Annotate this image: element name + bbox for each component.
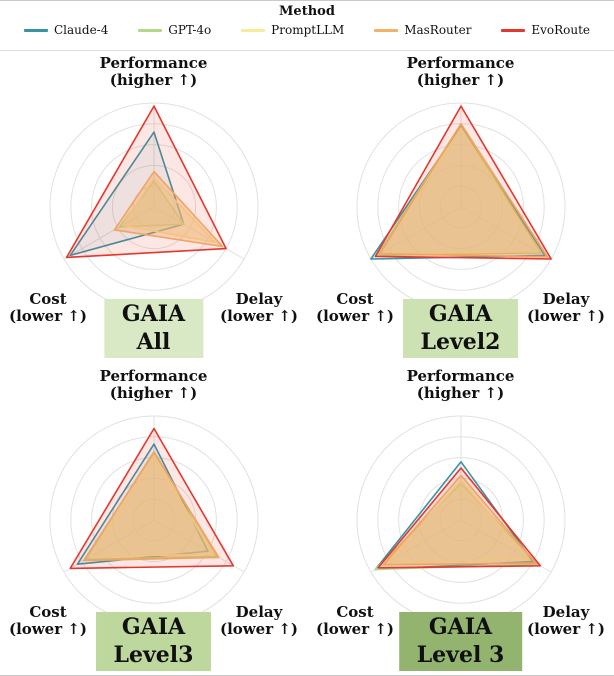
axis-label-delay: Delay (lower ↑) xyxy=(518,290,614,326)
axis-label-cost: Cost (lower ↑) xyxy=(307,290,403,326)
chart-title-line1: GAIA xyxy=(121,300,186,327)
axis-label-performance-line2: (higher ↑) xyxy=(109,71,198,90)
radar-chart-gaia-level3 xyxy=(49,415,258,625)
axis-label-performance-line2: (higher ↑) xyxy=(416,384,505,403)
radar-panel-gaia-level-3: Performance (higher ↑) Cost (lower ↑) De… xyxy=(307,364,614,675)
chart-title-box-gaia-all: GAIA All xyxy=(103,298,204,358)
axis-label-delay-line2: (lower ↑) xyxy=(526,307,606,326)
legend-item-claude-4: Claude-4 xyxy=(24,23,108,37)
axis-label-cost-line1: Cost xyxy=(336,290,374,308)
legend-swatch-claude-4 xyxy=(24,28,48,32)
axis-label-cost-line2: (lower ↑) xyxy=(315,307,395,326)
axis-label-performance-line1: Performance xyxy=(406,54,515,72)
axis-label-delay-line2: (lower ↑) xyxy=(219,620,299,639)
legend-item-masrouter: MasRouter xyxy=(374,23,471,37)
axis-label-delay-line1: Delay xyxy=(235,290,283,308)
chart-title-line1: GAIA xyxy=(121,613,186,640)
axis-label-delay: Delay (lower ↑) xyxy=(211,603,307,639)
legend-item-gpt-4o: GPT-4o xyxy=(138,23,211,37)
axis-label-cost-line1: Cost xyxy=(29,290,67,308)
axis-label-cost: Cost (lower ↑) xyxy=(0,290,96,326)
legend: Method Claude-4 GPT-4o PromptLLM MasRout… xyxy=(0,1,614,51)
legend-label-evoroute: EvoRoute xyxy=(531,23,590,37)
axis-label-cost-line1: Cost xyxy=(29,603,67,621)
chart-title-box-gaia-level2: GAIA Level2 xyxy=(402,298,519,358)
radar-chart-gaia-level-3 xyxy=(356,415,565,625)
axis-label-performance-line2: (higher ↑) xyxy=(416,71,505,90)
axis-label-cost: Cost (lower ↑) xyxy=(307,603,403,639)
axis-label-performance: Performance (higher ↑) xyxy=(307,54,614,90)
axis-label-cost-line2: (lower ↑) xyxy=(315,620,395,639)
chart-title-box-gaia-level3: GAIA Level3 xyxy=(95,611,212,671)
radar-panel-gaia-level3: Performance (higher ↑) Cost (lower ↑) De… xyxy=(0,364,307,675)
chart-title-line2: Level 3 xyxy=(416,642,505,669)
legend-title: Method xyxy=(279,4,335,19)
axis-label-performance: Performance (higher ↑) xyxy=(0,54,307,90)
radar-panel-gaia-level2: Performance (higher ↑) Cost (lower ↑) De… xyxy=(307,51,614,364)
legend-label-claude-4: Claude-4 xyxy=(54,23,109,37)
axis-label-performance-line2: (higher ↑) xyxy=(109,384,198,403)
chart-title-box-gaia-level-3: GAIA Level 3 xyxy=(398,611,523,671)
legend-row: Claude-4 GPT-4o PromptLLM MasRouter EvoR… xyxy=(10,19,604,37)
radar-chart-gaia-level2 xyxy=(356,102,565,312)
axis-label-cost-line2: (lower ↑) xyxy=(8,620,88,639)
axis-label-delay: Delay (lower ↑) xyxy=(211,290,307,326)
legend-label-promptllm: PromptLLM xyxy=(271,23,345,37)
chart-grid: Performance (higher ↑) Cost (lower ↑) De… xyxy=(0,51,614,675)
axis-label-performance-line1: Performance xyxy=(406,367,515,385)
axis-label-delay: Delay (lower ↑) xyxy=(518,603,614,639)
radar-chart-gaia-all xyxy=(49,102,258,312)
legend-swatch-evoroute xyxy=(501,28,526,32)
chart-title-line2: All xyxy=(136,329,171,356)
axis-label-cost-line2: (lower ↑) xyxy=(8,307,88,326)
axis-label-delay-line1: Delay xyxy=(542,290,590,308)
axis-label-performance: Performance (higher ↑) xyxy=(0,367,307,403)
chart-title-line1: GAIA xyxy=(428,300,493,327)
axis-label-delay-line1: Delay xyxy=(235,603,283,621)
axis-label-performance-line1: Performance xyxy=(99,54,208,72)
legend-swatch-masrouter xyxy=(374,28,399,32)
axis-label-cost-line1: Cost xyxy=(336,603,374,621)
chart-title-line2: Level2 xyxy=(420,329,501,356)
axis-label-delay-line1: Delay xyxy=(542,603,590,621)
axis-label-delay-line2: (lower ↑) xyxy=(526,620,606,639)
legend-item-promptllm: PromptLLM xyxy=(241,23,344,37)
chart-title-line2: Level3 xyxy=(113,642,194,669)
legend-item-evoroute: EvoRoute xyxy=(501,23,590,37)
axis-label-delay-line2: (lower ↑) xyxy=(219,307,299,326)
legend-label-gpt-4o: GPT-4o xyxy=(168,23,212,37)
chart-title-line1: GAIA xyxy=(428,613,493,640)
axis-label-cost: Cost (lower ↑) xyxy=(0,603,96,639)
legend-label-masrouter: MasRouter xyxy=(404,23,472,37)
axis-label-performance: Performance (higher ↑) xyxy=(307,367,614,403)
legend-swatch-promptllm xyxy=(241,28,266,32)
legend-swatch-gpt-4o xyxy=(138,28,163,32)
radar-panel-gaia-all: Performance (higher ↑) Cost (lower ↑) De… xyxy=(0,51,307,364)
axis-label-performance-line1: Performance xyxy=(99,367,208,385)
